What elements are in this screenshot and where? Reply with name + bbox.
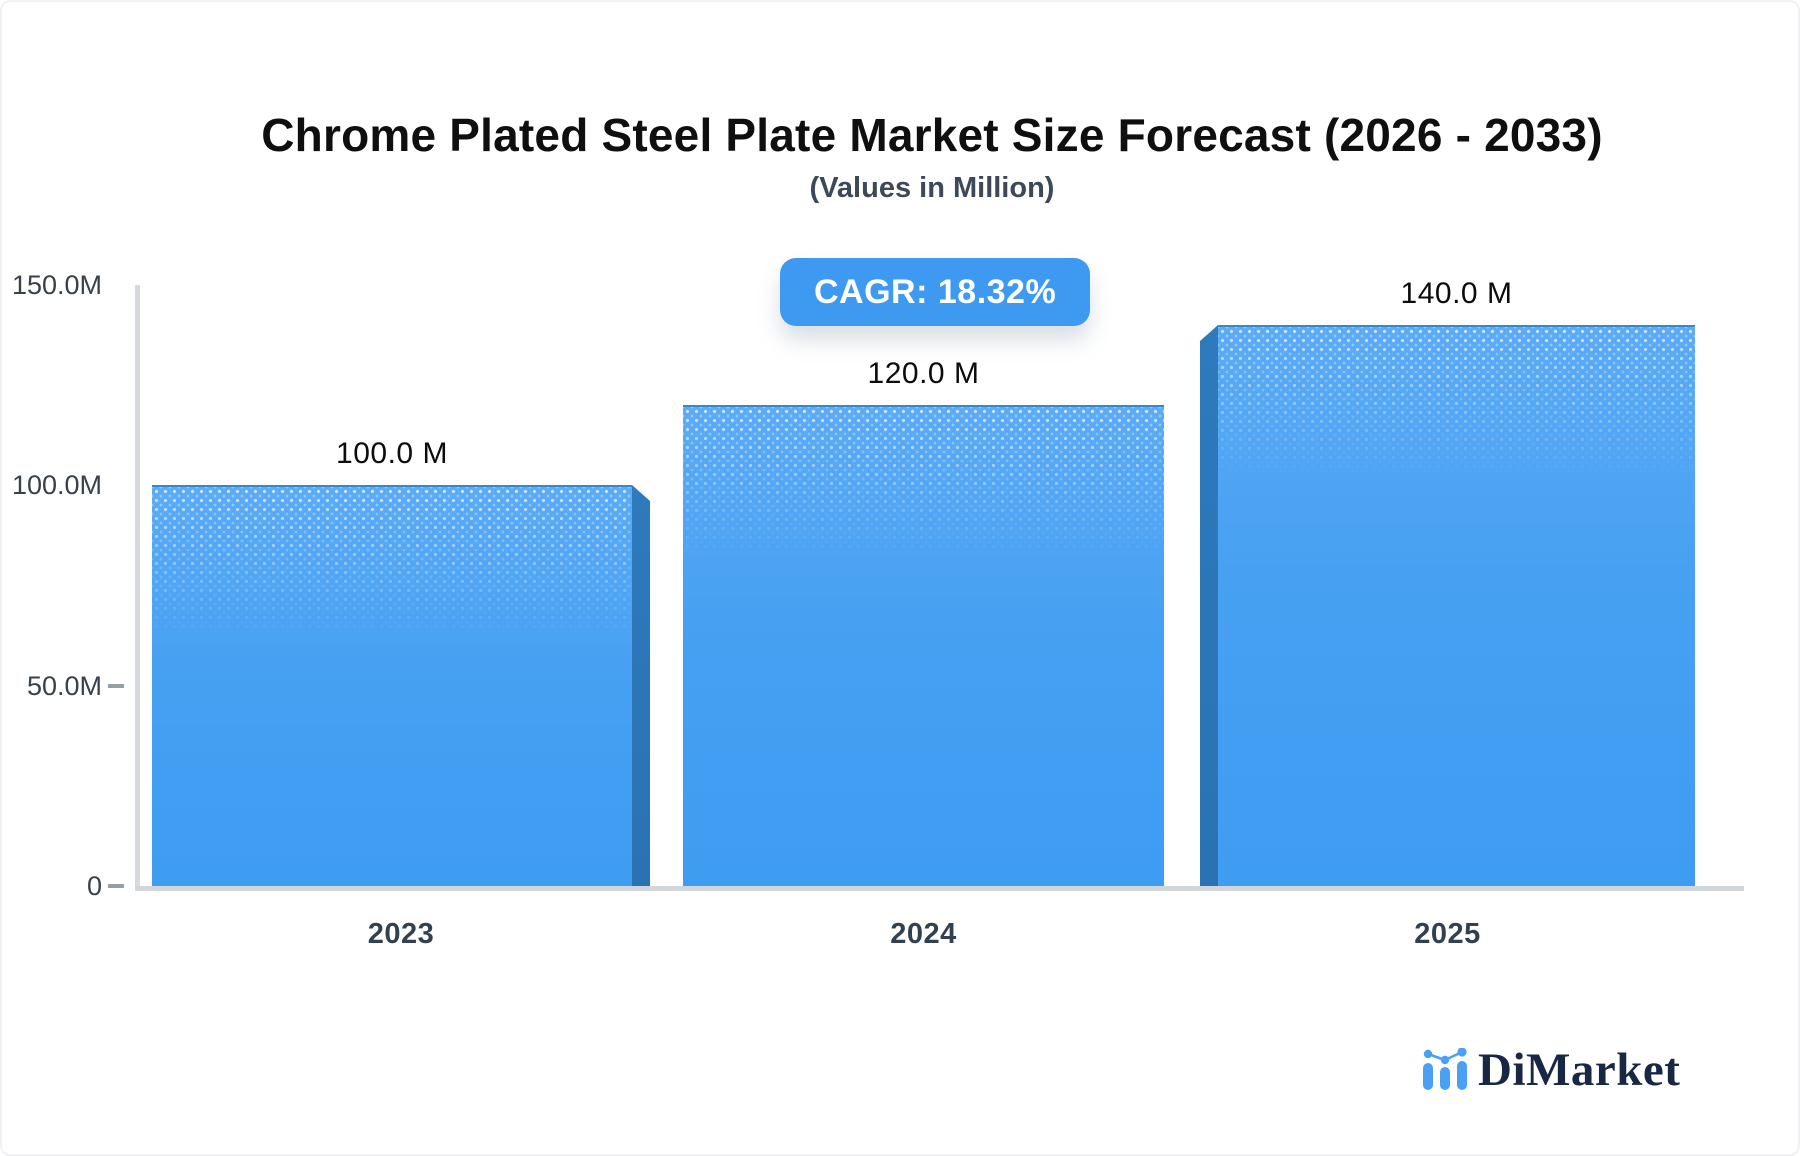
bar-value-label: 140.0 M [1400,277,1513,310]
bar-line-chart-icon [1422,1047,1468,1095]
bar [683,405,1164,886]
bar-3d-side [632,485,650,886]
chart-subtitle: (Values in Million) [809,172,1055,204]
y-axis-line [135,285,140,891]
page-title: Chrome Plated Steel Plate Market Size Fo… [261,109,1603,161]
bar [1218,325,1695,886]
y-tick-label: 150.0M [11,269,102,300]
bar-3d-side [1200,325,1218,886]
y-tick-mark [108,884,124,888]
x-tick-label: 2025 [1414,918,1481,950]
x-tick-label: 2023 [367,918,435,950]
cagr-badge: CAGR: 18.32% [780,258,1091,326]
y-tick-mark [108,683,124,688]
brand-name: DiMarket [1478,1044,1681,1096]
x-tick-label: 2024 [890,918,957,950]
bar-value-label: 120.0 M [867,357,980,390]
x-axis-line [135,886,1744,891]
y-tick-label: 100.0M [11,470,102,501]
bar-value-label: 100.0 M [336,437,448,470]
y-tick-label: 50.0M [26,670,102,701]
y-tick-label: 0 [86,871,102,901]
bar [152,485,632,886]
